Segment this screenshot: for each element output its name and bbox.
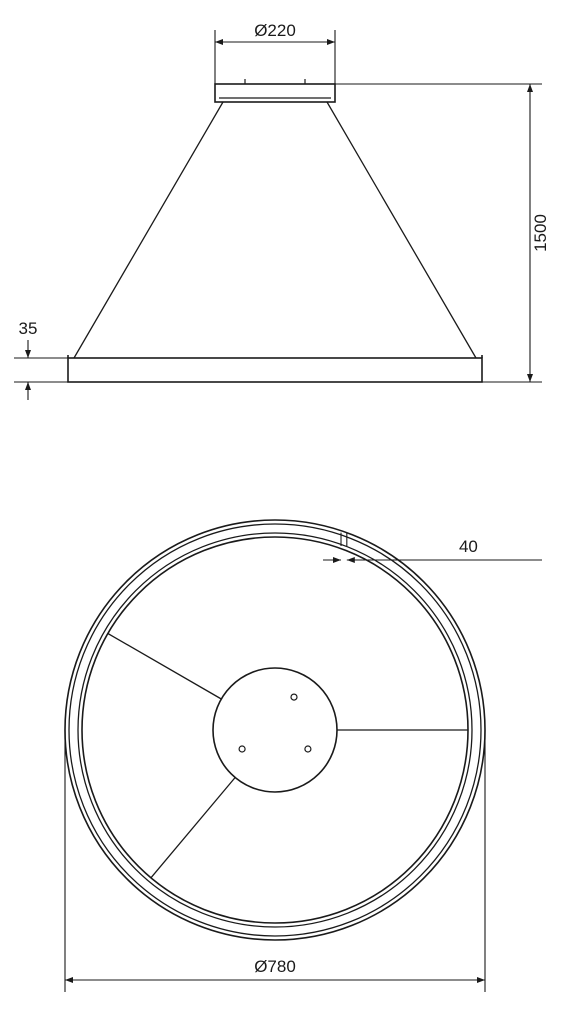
thickness-label: 35 [19, 319, 38, 338]
hub-circle [213, 668, 337, 792]
ring-side [68, 358, 482, 382]
wire-left [74, 102, 223, 358]
bottom-view: Ø780 40 [65, 520, 542, 992]
dim-ring-width: 40 [323, 533, 542, 563]
height-label: 1500 [531, 214, 550, 252]
canopy-rect [215, 84, 335, 102]
outer-diameter-label: Ø780 [254, 957, 296, 976]
side-view: Ø220 1500 35 [14, 21, 550, 400]
screw-icon [305, 746, 311, 752]
ring-width-label: 40 [459, 537, 478, 556]
wire-right [327, 102, 476, 358]
dim-thickness: 35 [14, 319, 68, 400]
screw-icon [291, 694, 297, 700]
spoke [151, 777, 235, 877]
dim-canopy-diameter: Ø220 [215, 21, 335, 84]
screw-icon [239, 746, 245, 752]
canopy-diameter-label: Ø220 [254, 21, 296, 40]
spoke [108, 634, 221, 700]
dim-height: 1500 [335, 84, 550, 382]
technical-drawing: Ø220 1500 35 [0, 0, 584, 1020]
